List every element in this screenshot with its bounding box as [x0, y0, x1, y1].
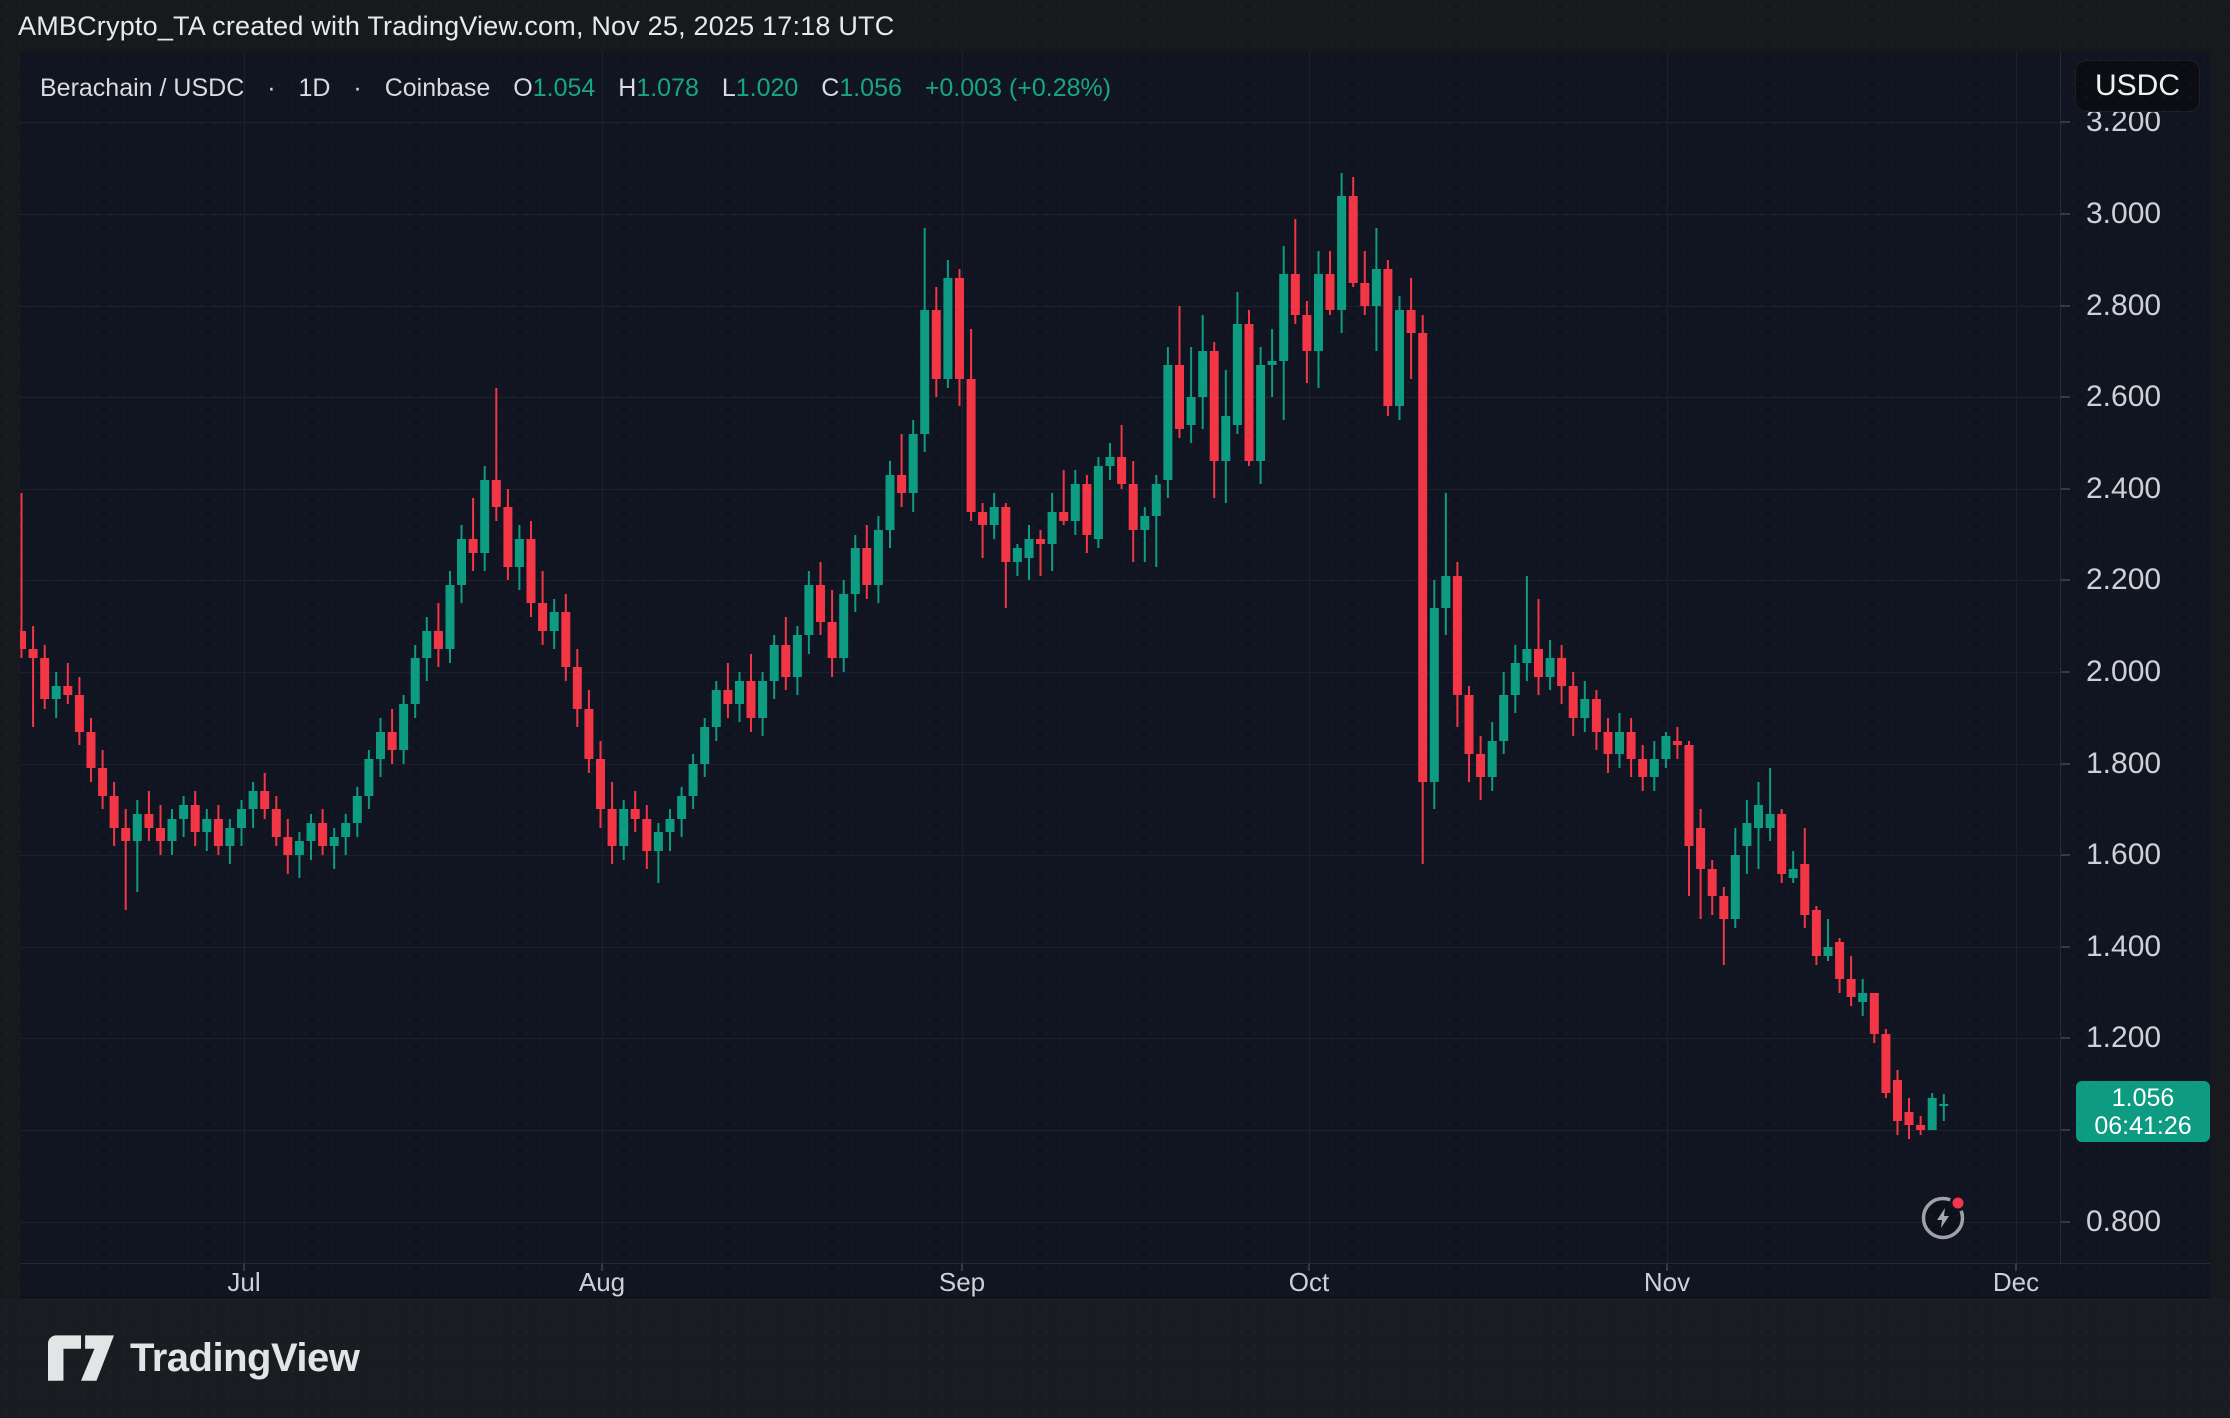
price-axis-tick: [2061, 1129, 2070, 1131]
time-axis-tick: [961, 1264, 963, 1271]
chart-plot-area[interactable]: [20, 52, 2060, 1263]
price-axis-label: 1.800: [2086, 747, 2162, 780]
symbol-legend: Berachain / USDC · 1D · Coinbase O1.054 …: [40, 74, 1111, 103]
exchange-label: Coinbase: [384, 74, 491, 102]
price-gridline: [20, 764, 2060, 765]
time-axis-tick: [1308, 1264, 1310, 1271]
price-gridline: [20, 1130, 2060, 1131]
time-axis-tick: [2015, 1264, 2017, 1271]
price-axis-tick: [2061, 579, 2070, 581]
price-gridline: [20, 580, 2060, 581]
price-axis-label: 0.800: [2086, 1205, 2162, 1238]
price-axis-tick: [2061, 488, 2070, 490]
price-axis-label: 2.200: [2086, 563, 2162, 596]
tradingview-wordmark: TradingView: [130, 1335, 360, 1380]
price-axis-label: 2.000: [2086, 655, 2162, 688]
time-axis-label: Dec: [1992, 1267, 2040, 1297]
close-label: C: [821, 74, 840, 102]
price-axis-tick: [2061, 1221, 2070, 1223]
price-gridline: [20, 855, 2060, 856]
currency-button[interactable]: USDC: [2075, 60, 2200, 112]
price-axis-label: 1.200: [2086, 1021, 2162, 1054]
price-axis-tick: [2061, 213, 2070, 215]
price-axis-label: 2.600: [2086, 380, 2162, 413]
price-gridline: [20, 397, 2060, 398]
price-axis-label: 2.800: [2086, 289, 2162, 322]
lightning-icon[interactable]: [1913, 1188, 1973, 1253]
current-price: 1.056: [2111, 1083, 2175, 1112]
time-axis-label: Sep: [938, 1267, 986, 1297]
close-value: 1.056: [839, 74, 902, 102]
time-axis[interactable]: Jul Aug Sep Oct Nov Dec: [20, 1263, 2210, 1297]
attribution-bar: AMBCrypto_TA created with TradingView.co…: [0, 0, 2230, 52]
legend-separator: ·: [267, 74, 276, 102]
price-gridline: [20, 672, 2060, 673]
price-axis-tick: [2061, 946, 2070, 948]
symbol-name: Berachain / USDC: [40, 74, 245, 102]
price-axis-tick: [2061, 854, 2070, 856]
price-axis-tick: [2061, 671, 2070, 673]
current-price-badge: 1.056 06:41:26: [2076, 1081, 2210, 1142]
price-gridline: [20, 489, 2060, 490]
time-axis-tick: [243, 1264, 245, 1271]
open-value: 1.054: [532, 74, 596, 102]
bar-countdown: 06:41:26: [2094, 1111, 2192, 1140]
price-axis[interactable]: 3.200 3.000 2.800 2.600 2.400 2.200 2.000 1.800…: [2060, 52, 2210, 1263]
price-axis-label: 1.400: [2086, 930, 2162, 963]
lightning-icon-svg: [1921, 1194, 1967, 1240]
price-axis-label: 2.400: [2086, 472, 2162, 505]
high-label: H: [618, 74, 637, 102]
time-axis-label: Jul: [227, 1267, 261, 1297]
low-value: 1.020: [735, 74, 799, 102]
legend-separator: ·: [353, 74, 362, 102]
price-axis-label: 1.600: [2086, 838, 2162, 871]
tradingview-mark-icon: [48, 1335, 114, 1381]
price-gridline: [20, 947, 2060, 948]
time-axis-label: Aug: [578, 1267, 626, 1297]
time-axis-label: Oct: [1288, 1267, 1330, 1297]
price-gridline: [20, 306, 2060, 307]
price-axis-tick: [2061, 1037, 2070, 1039]
footer-bar: TradingView: [0, 1298, 2230, 1418]
price-axis-tick: [2061, 305, 2070, 307]
change-value: +0.003 (+0.28%): [924, 74, 1112, 102]
time-axis-tick: [1666, 1264, 1668, 1271]
open-label: O: [513, 74, 533, 102]
candlestick-chart[interactable]: [20, 52, 2060, 1263]
price-gridline: [20, 1222, 2060, 1223]
time-axis-label: Nov: [1643, 1267, 1691, 1297]
time-gridline: [1667, 52, 1668, 1263]
time-gridline: [962, 52, 963, 1263]
price-gridline: [20, 122, 2060, 123]
high-value: 1.078: [636, 74, 699, 102]
chart-widget: Berachain / USDC · 1D · Coinbase O1.054 …: [20, 52, 2210, 1298]
time-gridline: [602, 52, 603, 1263]
tradingview-logo[interactable]: TradingView: [48, 1335, 360, 1381]
time-gridline: [1309, 52, 1310, 1263]
price-axis-label: 3.000: [2086, 197, 2162, 230]
time-gridline: [244, 52, 245, 1263]
time-axis-tick: [601, 1264, 603, 1271]
price-axis-tick: [2061, 763, 2070, 765]
price-axis-tick: [2061, 121, 2070, 123]
time-gridline: [2016, 52, 2017, 1263]
interval-label: 1D: [298, 74, 331, 102]
low-label: L: [721, 74, 736, 102]
price-axis-tick: [2061, 396, 2070, 398]
attribution-text: AMBCrypto_TA created with TradingView.co…: [18, 10, 895, 41]
price-gridline: [20, 1038, 2060, 1039]
price-gridline: [20, 214, 2060, 215]
